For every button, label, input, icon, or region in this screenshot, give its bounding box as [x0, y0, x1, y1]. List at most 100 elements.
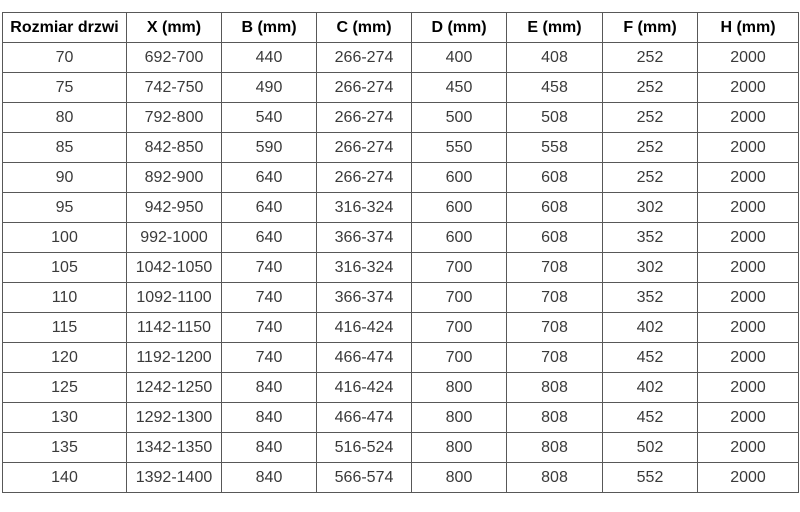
column-header-rozmiar-drzwi: Rozmiar drzwi: [2, 12, 127, 43]
table-cell: 452: [602, 342, 698, 373]
header-row: Rozmiar drzwi X (mm) B (mm) C (mm) D (mm…: [2, 12, 799, 43]
table-row: 105 1042-1050 740 316-324 700 708 302 2000: [2, 252, 799, 283]
table-cell: 105: [2, 252, 127, 283]
table-cell: 808: [506, 432, 603, 463]
table-cell: 266-274: [316, 42, 412, 73]
table-cell: 252: [602, 132, 698, 163]
table-cell: 2000: [697, 102, 799, 133]
table-cell: 2000: [697, 162, 799, 193]
table-cell: 600: [411, 222, 507, 253]
table-cell: 608: [506, 222, 603, 253]
table-cell: 266-274: [316, 72, 412, 103]
table-cell: 808: [506, 402, 603, 433]
table-cell: 130: [2, 402, 127, 433]
table-cell: 740: [221, 252, 317, 283]
table-cell: 600: [411, 162, 507, 193]
table-row: 115 1142-1150 740 416-424 700 708 402 2000: [2, 312, 799, 343]
table-cell: 402: [602, 312, 698, 343]
table-cell: 640: [221, 222, 317, 253]
table-cell: 266-274: [316, 102, 412, 133]
table-cell: 70: [2, 42, 127, 73]
table-cell: 700: [411, 342, 507, 373]
table-cell: 800: [411, 372, 507, 403]
table-cell: 892-900: [126, 162, 222, 193]
table-cell: 402: [602, 372, 698, 403]
column-header-x-mm: X (mm): [126, 12, 222, 43]
table-cell: 352: [602, 222, 698, 253]
table-cell: 808: [506, 372, 603, 403]
table-cell: 550: [411, 132, 507, 163]
table-cell: 1292-1300: [126, 402, 222, 433]
table-row: 70 692-700 440 266-274 400 408 252 2000: [2, 42, 799, 73]
table-cell: 2000: [697, 282, 799, 313]
table-cell: 452: [602, 402, 698, 433]
table-cell: 252: [602, 102, 698, 133]
table-cell: 502: [602, 432, 698, 463]
table-row: 130 1292-1300 840 466-474 800 808 452 2000: [2, 402, 799, 433]
column-header-d-mm: D (mm): [411, 12, 507, 43]
table-cell: 640: [221, 192, 317, 223]
table-row: 75 742-750 490 266-274 450 458 252 2000: [2, 72, 799, 103]
table-cell: 552: [602, 462, 698, 493]
table-cell: 2000: [697, 342, 799, 373]
table-row: 135 1342-1350 840 516-524 800 808 502 2000: [2, 432, 799, 463]
table-cell: 2000: [697, 462, 799, 493]
table-cell: 80: [2, 102, 127, 133]
table-cell: 1192-1200: [126, 342, 222, 373]
table-cell: 566-574: [316, 462, 412, 493]
table-cell: 590: [221, 132, 317, 163]
table-cell: 840: [221, 402, 317, 433]
table-cell: 252: [602, 72, 698, 103]
table-cell: 942-950: [126, 192, 222, 223]
table-cell: 115: [2, 312, 127, 343]
table-cell: 992-1000: [126, 222, 222, 253]
door-size-table: Rozmiar drzwi X (mm) B (mm) C (mm) D (mm…: [2, 12, 799, 493]
column-header-f-mm: F (mm): [602, 12, 698, 43]
table-cell: 1142-1150: [126, 312, 222, 343]
table-cell: 466-474: [316, 342, 412, 373]
table-cell: 110: [2, 282, 127, 313]
table-cell: 352: [602, 282, 698, 313]
table-cell: 516-524: [316, 432, 412, 463]
column-header-h-mm: H (mm): [697, 12, 799, 43]
table-cell: 252: [602, 162, 698, 193]
table-row: 110 1092-1100 740 366-374 700 708 352 2000: [2, 282, 799, 313]
table-cell: 740: [221, 342, 317, 373]
table-cell: 792-800: [126, 102, 222, 133]
table-row: 85 842-850 590 266-274 550 558 252 2000: [2, 132, 799, 163]
table-cell: 408: [506, 42, 603, 73]
table-cell: 316-324: [316, 252, 412, 283]
table-cell: 700: [411, 282, 507, 313]
table-cell: 608: [506, 192, 603, 223]
table-cell: 316-324: [316, 192, 412, 223]
table-cell: 2000: [697, 432, 799, 463]
table-cell: 266-274: [316, 132, 412, 163]
table-cell: 120: [2, 342, 127, 373]
table-cell: 1342-1350: [126, 432, 222, 463]
table-cell: 100: [2, 222, 127, 253]
table-row: 125 1242-1250 840 416-424 800 808 402 2000: [2, 372, 799, 403]
table-cell: 740: [221, 282, 317, 313]
table-row: 80 792-800 540 266-274 500 508 252 2000: [2, 102, 799, 133]
table-cell: 708: [506, 282, 603, 313]
table-cell: 490: [221, 72, 317, 103]
table-cell: 508: [506, 102, 603, 133]
table-cell: 500: [411, 102, 507, 133]
table-cell: 302: [602, 192, 698, 223]
table-cell: 266-274: [316, 162, 412, 193]
column-header-c-mm: C (mm): [316, 12, 412, 43]
table-cell: 1092-1100: [126, 282, 222, 313]
table-cell: 75: [2, 72, 127, 103]
table-cell: 2000: [697, 402, 799, 433]
table-cell: 2000: [697, 372, 799, 403]
table-cell: 840: [221, 432, 317, 463]
table-cell: 692-700: [126, 42, 222, 73]
table-cell: 808: [506, 462, 603, 493]
table-cell: 400: [411, 42, 507, 73]
table-cell: 366-374: [316, 222, 412, 253]
table-cell: 2000: [697, 312, 799, 343]
table-cell: 125: [2, 372, 127, 403]
table-row: 90 892-900 640 266-274 600 608 252 2000: [2, 162, 799, 193]
table-cell: 2000: [697, 252, 799, 283]
